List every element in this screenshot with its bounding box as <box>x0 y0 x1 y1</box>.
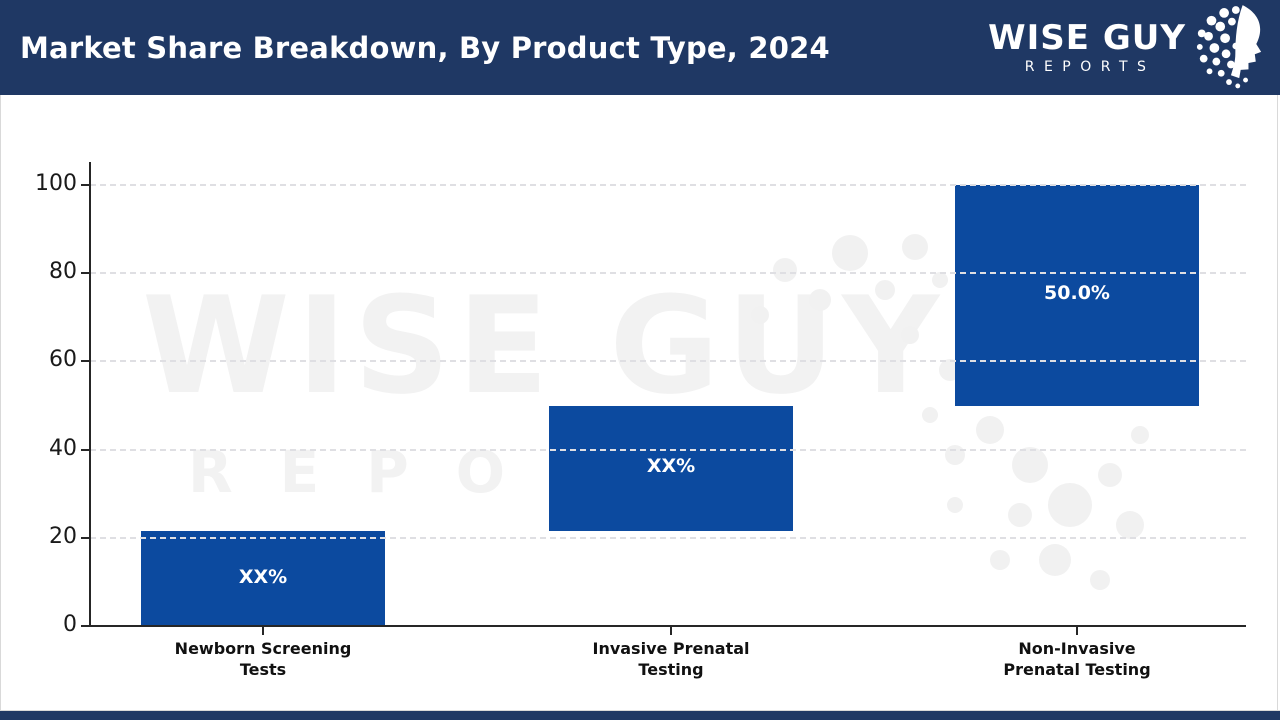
x-tick-label: Newborn Screening Tests <box>174 639 352 679</box>
y-tick-label: 40 <box>49 435 77 461</box>
bar <box>141 531 385 626</box>
gridline <box>90 448 1246 451</box>
brand-name: WISE GUY <box>988 18 1186 58</box>
watermark-text-primary: WISE GUY <box>142 268 947 424</box>
page-title: Market Share Breakdown, By Product Type,… <box>20 30 830 65</box>
brand-text: WISE GUY REPORTS <box>988 21 1186 74</box>
x-tick-mark <box>262 627 264 635</box>
y-tick-label: 60 <box>49 347 77 373</box>
y-tick-mark <box>81 360 89 363</box>
y-tick-mark <box>81 272 89 275</box>
gridline <box>90 184 1246 186</box>
gridline <box>90 272 1246 275</box>
y-tick-label: 0 <box>63 612 77 637</box>
brand-subname: REPORTS <box>1024 59 1156 75</box>
header-bar: Market Share Breakdown, By Product Type,… <box>0 0 1280 95</box>
bar <box>549 405 793 532</box>
gridline <box>90 360 1246 363</box>
y-tick-label: 100 <box>35 171 77 196</box>
face-logo-icon <box>1192 3 1266 93</box>
bar-value-label: XX% <box>646 455 696 478</box>
y-tick-mark <box>81 448 89 451</box>
x-tick-label: Invasive Prenatal Testing <box>592 639 750 679</box>
y-tick-mark <box>81 625 89 627</box>
x-tick-label: Non-Invasive Prenatal Testing <box>1003 639 1151 679</box>
y-tick-label: 80 <box>49 259 77 285</box>
gridline <box>90 536 1246 539</box>
bar-value-label: XX% <box>238 565 288 588</box>
y-tick-label: 20 <box>49 523 77 549</box>
y-tick-mark <box>81 536 89 539</box>
x-tick-mark <box>1076 627 1078 635</box>
x-tick-mark <box>670 627 672 635</box>
footer-hairline <box>0 710 1280 711</box>
bar <box>955 185 1199 406</box>
brand-logo: WISE GUY REPORTS <box>988 3 1266 93</box>
x-axis <box>89 625 1246 627</box>
footer-bar <box>0 711 1280 720</box>
y-tick-mark <box>81 184 89 186</box>
bar-value-label: 50.0% <box>1044 282 1110 305</box>
y-axis <box>89 162 91 627</box>
